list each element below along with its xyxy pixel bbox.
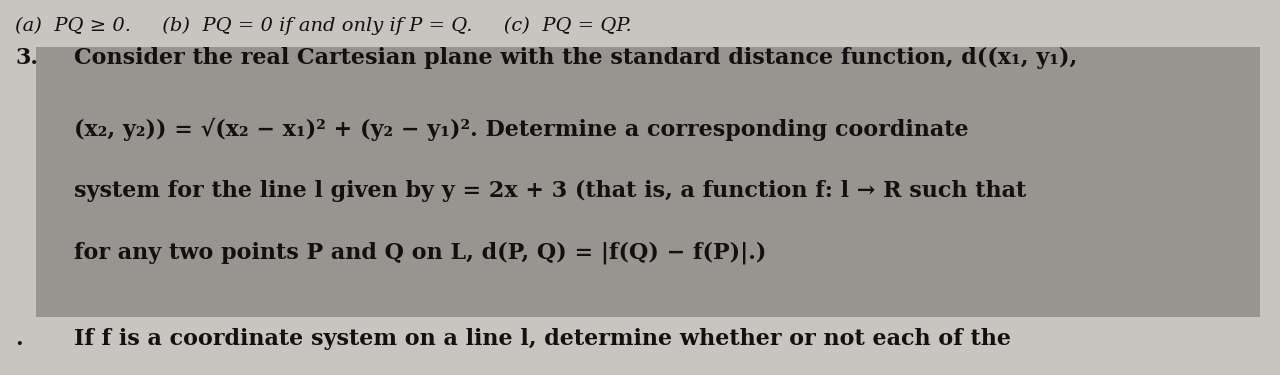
- Text: system for the line l given by y = 2x + 3 (that is, a function f: l → R such tha: system for the line l given by y = 2x + …: [74, 180, 1027, 202]
- FancyBboxPatch shape: [36, 47, 1260, 317]
- Text: (a)  PQ ≥ 0.     (b)  PQ = 0 if and only if P = Q.     (c)  PQ = QP.: (a) PQ ≥ 0. (b) PQ = 0 if and only if P …: [15, 17, 632, 35]
- Text: .: .: [15, 328, 23, 350]
- Text: 3.: 3.: [15, 47, 38, 69]
- Text: Consider the real Cartesian plane with the standard distance function, d((x₁, y₁: Consider the real Cartesian plane with t…: [74, 47, 1078, 69]
- Text: (x₂, y₂)) = √(x₂ − x₁)² + (y₂ − y₁)². Determine a corresponding coordinate: (x₂, y₂)) = √(x₂ − x₁)² + (y₂ − y₁)². De…: [74, 118, 969, 141]
- Text: for any two points P and Q on L, d(P, Q) = |f(Q) − f(P)|.): for any two points P and Q on L, d(P, Q)…: [74, 242, 767, 264]
- Text: If f is a coordinate system on a line l, determine whether or not each of the: If f is a coordinate system on a line l,…: [74, 328, 1011, 350]
